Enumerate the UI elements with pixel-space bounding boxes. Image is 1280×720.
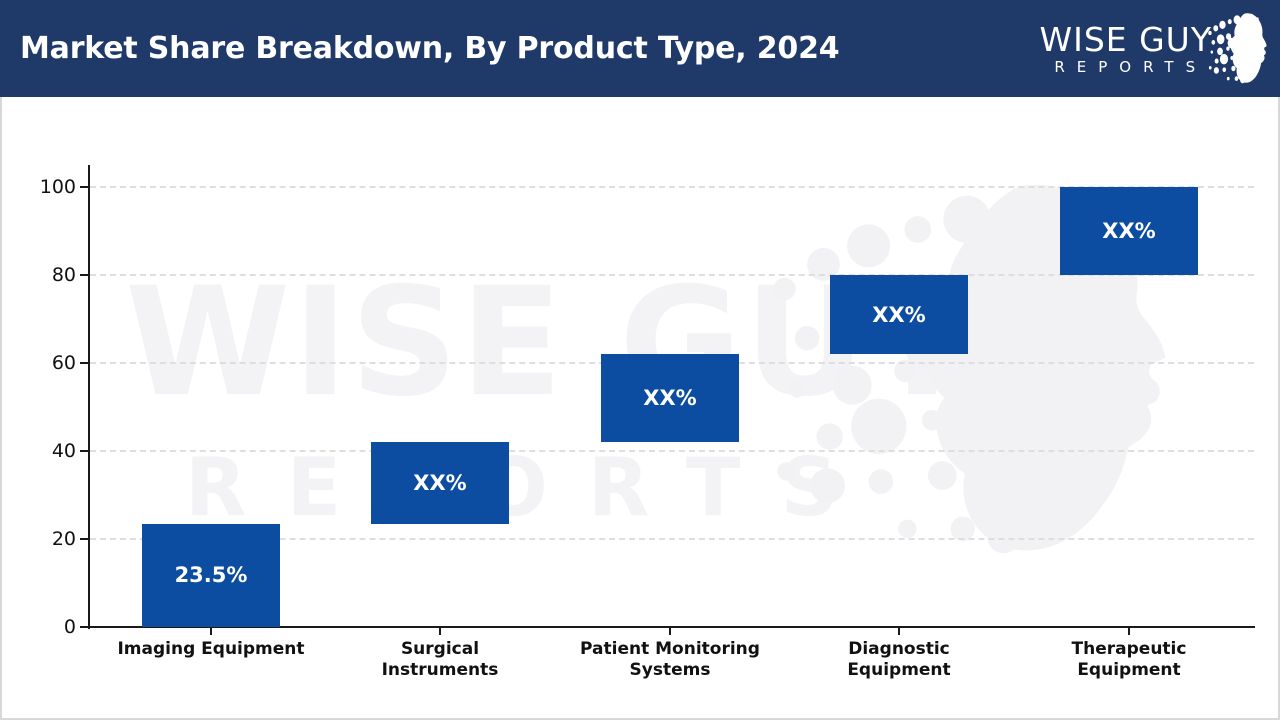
x-axis-category-label: Diagnostic Equipment xyxy=(847,639,951,680)
x-axis-tick xyxy=(439,628,441,635)
y-axis-tick-label: 100 xyxy=(39,176,76,198)
bar-value-label: XX% xyxy=(413,470,467,495)
y-axis-tick-label: 80 xyxy=(51,264,76,286)
y-axis-tick-label: 60 xyxy=(51,352,76,374)
gridline xyxy=(90,186,1254,188)
bar-value-label: XX% xyxy=(872,302,926,327)
bar-segment: XX% xyxy=(371,442,509,524)
y-axis-line xyxy=(88,165,90,629)
header-band: Market Share Breakdown, By Product Type,… xyxy=(0,0,1280,97)
x-axis-tick xyxy=(210,628,212,635)
chart-title: Market Share Breakdown, By Product Type,… xyxy=(20,31,840,66)
y-axis-tick xyxy=(80,626,88,628)
x-axis-category-label: Therapeutic Equipment xyxy=(1071,639,1187,680)
y-axis-tick xyxy=(80,186,88,188)
bar-segment: XX% xyxy=(601,354,739,443)
brand-subtitle: REPORTS xyxy=(1054,58,1208,76)
x-axis-category-label: Imaging Equipment xyxy=(117,639,305,659)
x-axis-line xyxy=(88,626,1255,628)
gridline xyxy=(90,538,1254,540)
bar-value-label: 23.5% xyxy=(174,563,248,588)
bar-value-label: XX% xyxy=(643,386,697,411)
y-axis-tick xyxy=(80,450,88,452)
y-axis-tick-label: 0 xyxy=(63,616,76,638)
bar-segment: XX% xyxy=(1060,187,1198,275)
gridline xyxy=(90,274,1254,276)
bar-value-label: XX% xyxy=(1102,219,1156,243)
bar-segment: XX% xyxy=(830,275,968,355)
brand-name: WISE GUY xyxy=(1039,20,1212,59)
x-axis-tick xyxy=(1128,628,1130,635)
y-axis-tick xyxy=(80,538,88,540)
brand-logo: WISE GUY REPORTS xyxy=(1039,8,1270,90)
x-axis-tick xyxy=(898,628,900,635)
y-axis-tick xyxy=(80,274,88,276)
bar-segment: 23.5% xyxy=(142,523,280,627)
x-axis-category-label: Patient Monitoring Systems xyxy=(580,639,760,680)
y-axis-tick-label: 40 xyxy=(51,440,76,462)
y-axis-tick-label: 20 xyxy=(51,528,76,550)
watermark-reports: REPORTS xyxy=(185,441,879,534)
brand-face-icon xyxy=(1208,13,1267,84)
x-axis-tick xyxy=(669,628,671,635)
x-axis-category-label: Surgical Instruments xyxy=(381,639,499,680)
gridline xyxy=(90,450,1254,452)
y-axis-tick xyxy=(80,362,88,364)
brand-logo-text: WISE GUY REPORTS xyxy=(1039,23,1212,75)
